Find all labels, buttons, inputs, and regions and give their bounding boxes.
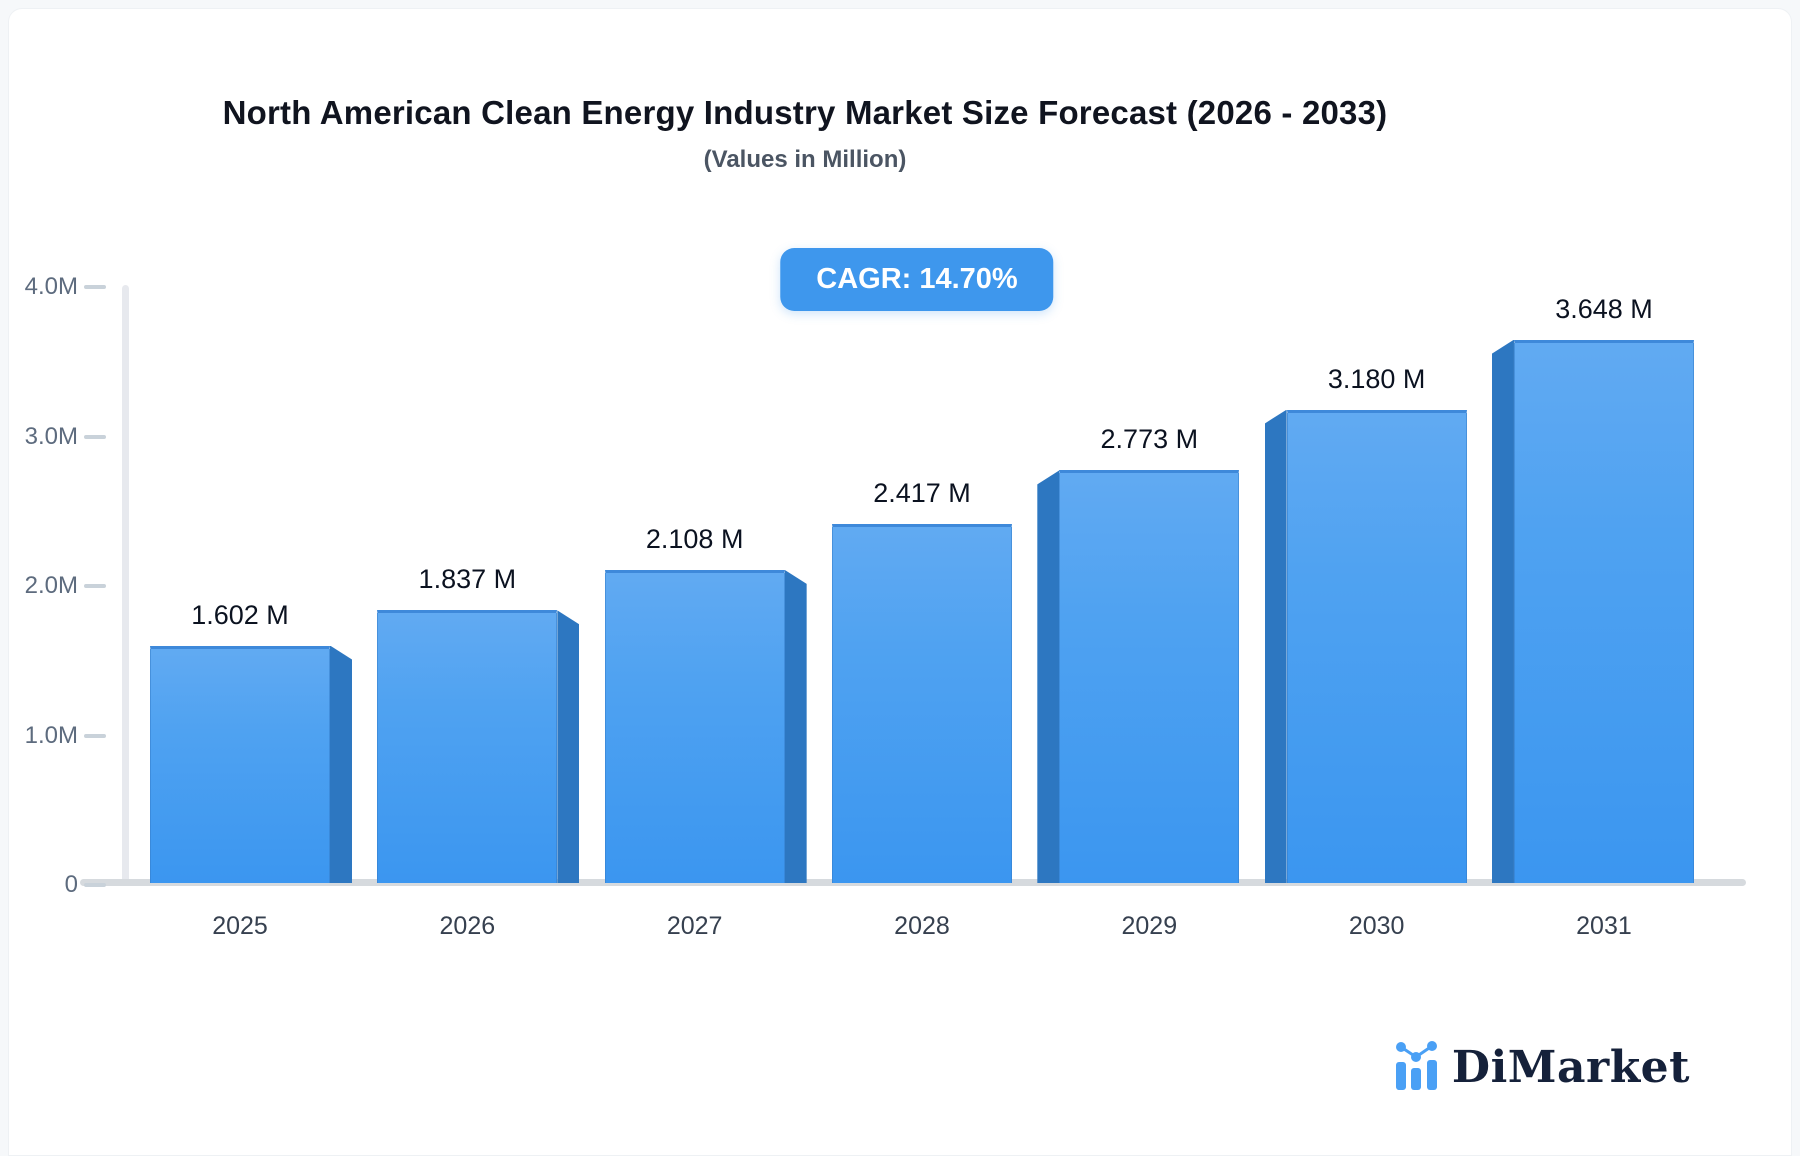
x-axis-label-2027: 2027 (666, 912, 723, 940)
y-tick-mark (84, 733, 106, 738)
cagr-badge-label: CAGR: 14.70% (816, 263, 1018, 295)
bar-2025-side-face (330, 645, 352, 883)
chart-title: North American Clean Energy Industry Mar… (222, 94, 1388, 131)
bar-2026-side-face (557, 610, 580, 883)
x-axis-label-2030: 2030 (1348, 912, 1405, 940)
x-axis-label-2025: 2025 (212, 912, 268, 940)
bar-value-label-2029: 2.773 M (1100, 424, 1199, 455)
bar-2029 (1059, 470, 1240, 883)
bar-value-label-2027: 2.108 M (645, 523, 744, 554)
bar-value-label-2028: 2.417 M (873, 477, 971, 508)
bar-2027 (604, 569, 785, 883)
bar-2026 (377, 610, 558, 883)
y-tick-mark (84, 584, 106, 588)
bar-chart-logo-icon (1395, 1041, 1437, 1090)
cagr-badge: CAGR: 14.70% (780, 248, 1054, 311)
bar-value-label-2030: 3.180 M (1327, 363, 1426, 394)
bar-value-label-2025: 1.602 M (191, 599, 289, 630)
bar-2027-side-face (784, 569, 807, 883)
bar-2031-side-face (1491, 339, 1514, 883)
y-tick-label-4.0M: 4.0M (24, 273, 78, 300)
y-tick-label-3.0M: 3.0M (24, 422, 78, 450)
bar-2030-side-face (1264, 409, 1287, 883)
bar-2029-side-face (1037, 470, 1060, 883)
dimarket-logo-text: DiMarket (1451, 1042, 1690, 1093)
bar-2025 (150, 645, 330, 883)
y-axis-line (122, 285, 129, 885)
y-tick-mark (84, 434, 106, 439)
bar-value-label-2031: 3.648 M (1555, 293, 1653, 324)
dimarket-logo: DiMarket (1394, 1038, 1690, 1090)
x-axis-label-2029: 2029 (1121, 912, 1178, 940)
y-tick-label-0: 0 (64, 871, 78, 898)
bar-2030 (1286, 409, 1467, 883)
bar-2031 (1513, 339, 1694, 883)
bar-value-label-2026: 1.837 M (418, 564, 517, 595)
y-tick-mark (84, 883, 106, 887)
x-axis-label-2026: 2026 (439, 912, 496, 940)
y-tick-mark (84, 285, 106, 289)
chart-subtitle: (Values in Million) (703, 146, 907, 173)
x-axis-label-2028: 2028 (894, 912, 950, 940)
y-tick-label-1.0M: 1.0M (24, 721, 78, 749)
bar-2028 (831, 523, 1012, 883)
x-axis-label-2031: 2031 (1576, 912, 1632, 940)
y-tick-label-2.0M: 2.0M (24, 572, 78, 599)
